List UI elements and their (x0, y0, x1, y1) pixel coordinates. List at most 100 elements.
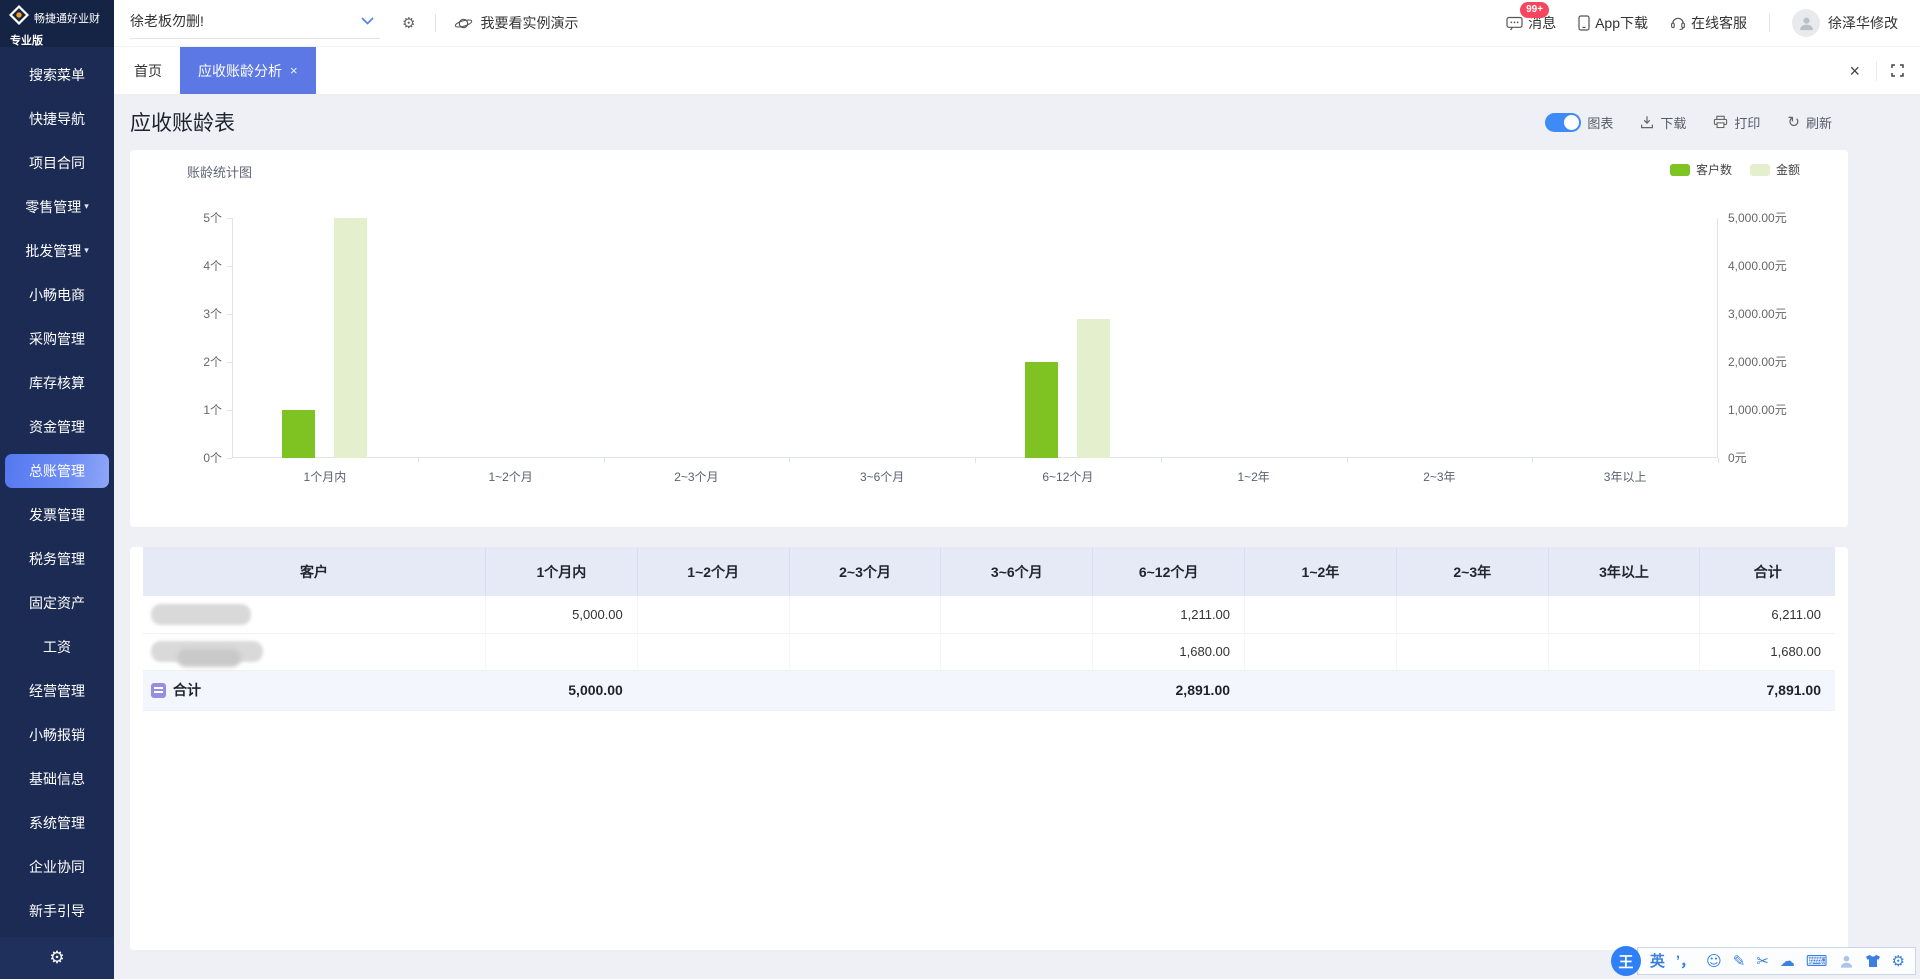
app-download-button[interactable]: App下载 (1578, 13, 1648, 33)
total-amount-cell: 5,000.00 (485, 670, 638, 711)
x-axis-category-label: 1~2年 (1237, 470, 1270, 484)
x-axis-category-label: 2~3个月 (674, 470, 719, 484)
settings-gear-icon[interactable]: ⚙ (402, 14, 416, 32)
x-axis-tick (417, 458, 419, 463)
sidebar-item-label: 经营管理 (29, 683, 85, 699)
ime-settings-icon[interactable]: ⚙ (1891, 951, 1905, 970)
redacted-customer-name (151, 603, 251, 625)
tab[interactable]: 首页 (116, 47, 180, 94)
online-support-button[interactable]: 在线客服 (1670, 13, 1747, 33)
sidebar-item-label: 搜索菜单 (29, 67, 85, 83)
english-mode-icon[interactable]: 英 (1649, 952, 1665, 970)
sidebar-item[interactable]: 零售管理 ▾ (0, 185, 114, 229)
chart-bar[interactable] (1077, 319, 1111, 458)
legend-item[interactable]: 客户数 (1669, 161, 1732, 178)
sidebar-item-label: 发票管理 (29, 507, 85, 523)
headset-icon (1670, 15, 1686, 31)
page-header: 应收账龄表 图表 下载 打印 ↻ 刷新 (114, 94, 1920, 150)
sidebar-item[interactable]: 经营管理 (0, 669, 114, 713)
print-label: 打印 (1734, 115, 1761, 131)
user-account-icon[interactable] (1839, 954, 1854, 969)
ime-logo-button[interactable]: 王 (1610, 946, 1641, 976)
topbar-divider (435, 14, 437, 32)
total-amount-cell (1396, 670, 1549, 711)
sidebar-item[interactable]: 发票管理 (0, 493, 114, 537)
sidebar-item[interactable]: 项目合同 (0, 141, 114, 185)
fullscreen-icon[interactable] (1876, 60, 1904, 81)
total-sum-icon (151, 682, 166, 698)
x-axis-tick (789, 458, 791, 463)
x-axis-tick (603, 458, 605, 463)
refresh-label: 刷新 (1805, 115, 1832, 131)
chart-toggle[interactable] (1545, 112, 1582, 132)
sidebar-item[interactable]: 税务管理 (0, 537, 114, 581)
amount-cell (1548, 596, 1701, 634)
tab[interactable]: 应收账龄分析 × (180, 47, 316, 94)
skin-shirt-icon[interactable] (1865, 954, 1881, 968)
message-bubble-icon (1506, 16, 1523, 31)
sidebar-item[interactable]: 新手引导 (0, 889, 114, 933)
amount-cell (940, 596, 1094, 634)
cloud-sync-icon[interactable]: ☁ (1779, 951, 1795, 970)
sidebar-item[interactable]: 搜索菜单 (0, 53, 114, 97)
amount-cell (1244, 596, 1397, 634)
y-axis-tick (227, 266, 232, 267)
topbar: 徐老板勿删! ⚙ 我要看实例演示 消息 99+ App下载 (114, 0, 1920, 47)
screenshot-scissors-icon[interactable]: ✂ (1756, 951, 1769, 970)
virtual-keyboard-icon[interactable]: ⌨ (1805, 951, 1828, 970)
chart-toggle-label: 图表 (1587, 115, 1614, 131)
sidebar-item-label: 零售管理 (25, 199, 82, 215)
sidebar-item[interactable]: 小畅报销 (0, 713, 114, 757)
sidebar-menu: 搜索菜单快捷导航项目合同 零售管理 ▾ 批发管理 ▾ 小畅电商采购管理 库存核算 资金管理总账… (0, 47, 114, 933)
table-header-cell: 1个月内 (485, 547, 638, 596)
sidebar-item[interactable]: 工资 (0, 625, 114, 669)
refresh-button[interactable]: ↻ 刷新 (1787, 113, 1832, 132)
chart-bar[interactable] (1025, 362, 1059, 458)
y-axis-tick (227, 410, 232, 411)
sidebar-item[interactable]: 资金管理 (0, 405, 114, 449)
y-axis-left-tick-label: 1个 (203, 403, 222, 417)
total-label-cell: 合计 (143, 670, 486, 711)
sidebar-item[interactable]: 小畅电商 (0, 273, 114, 317)
tab-bar: 首页 应收账龄分析 × × (114, 47, 1920, 94)
sidebar-item[interactable]: 企业协同 (0, 845, 114, 889)
amount-cell: 1,211.00 (1092, 596, 1246, 634)
emoji-icon[interactable]: ☺ (1706, 951, 1722, 970)
print-button[interactable]: 打印 (1713, 113, 1760, 132)
sidebar-item[interactable]: 批发管理 ▾ (0, 229, 114, 273)
close-all-icon[interactable]: × (1849, 60, 1860, 81)
demo-link[interactable]: 我要看实例演示 (454, 13, 578, 33)
sidebar-item[interactable]: 固定资产 (0, 581, 114, 625)
sidebar-footer: ⚙ (0, 937, 114, 979)
sidebar-item-label: 企业协同 (29, 859, 85, 875)
sidebar-item[interactable]: 快捷导航 (0, 97, 114, 141)
amount-cell (1396, 596, 1549, 634)
amount-cell (1244, 633, 1397, 671)
handwriting-icon[interactable]: ✎ (1732, 951, 1746, 970)
sidebar-item-label: 快捷导航 (29, 111, 85, 127)
sidebar-item[interactable]: 基础信息 (0, 757, 114, 801)
punctuation-mode-icon[interactable]: ʼ， (1675, 952, 1696, 970)
sidebar-gear-icon[interactable]: ⚙ (49, 948, 65, 968)
y-axis-right-tick-label: 4,000.00元 (1728, 259, 1787, 273)
chart-bar[interactable] (334, 218, 368, 458)
aging-table-card: 客户 1个月内 1~2个月 2~3个月 3~6个月 6~12个月 1~2年 2~3年 3年以上合… (130, 547, 1848, 950)
legend-item[interactable]: 金额 (1749, 161, 1800, 178)
sidebar-item[interactable]: 库存核算 (0, 361, 114, 405)
tab-close-icon[interactable]: × (290, 63, 298, 78)
x-axis-category-label: 3~6个月 (859, 470, 905, 484)
sidebar-item-label: 总账管理 (29, 463, 85, 479)
messages-button[interactable]: 消息 99+ (1506, 2, 1556, 33)
user-menu[interactable]: 徐泽华修改 (1792, 9, 1898, 37)
sidebar-item-label: 系统管理 (29, 815, 85, 831)
sidebar-item-label: 小畅电商 (29, 287, 85, 303)
sidebar-item[interactable]: 总账管理 (5, 454, 109, 488)
chart-bar[interactable] (282, 410, 316, 458)
y-axis-left-tick-label: 5个 (203, 211, 222, 225)
sidebar-item[interactable]: 采购管理 (0, 317, 114, 361)
sidebar-item[interactable]: 系统管理 (0, 801, 114, 845)
amount-cell (1548, 633, 1701, 671)
sidebar: 畅捷通好业财 专业版 搜索菜单 快捷导航 项目合同 零售管理 ▾ 批发管理 ▾ 小畅电商 采购管… (0, 0, 114, 979)
download-button[interactable]: 下载 (1640, 113, 1686, 132)
account-selector[interactable]: 徐老板勿删! (130, 7, 380, 39)
